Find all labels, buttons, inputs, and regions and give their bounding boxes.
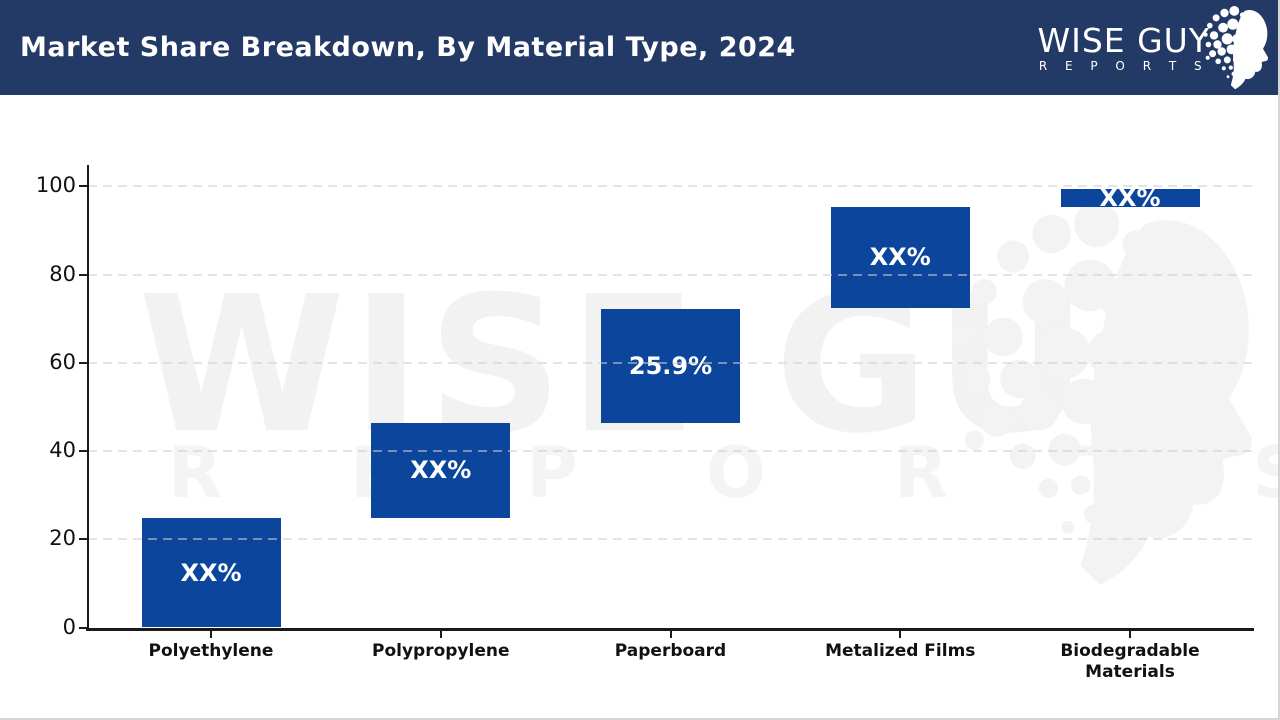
y-tick-40 <box>79 450 88 453</box>
bar-paperboard: 25.9% <box>601 308 740 423</box>
bar-biodegradable-materials: XX% <box>1060 184 1200 212</box>
y-tick-80 <box>79 273 88 276</box>
gridline-y100 <box>88 185 1254 188</box>
y-axis-spine <box>87 165 89 630</box>
logo-subtext: R E P O R T S <box>1038 59 1209 73</box>
bar-polypropylene: XX% <box>371 422 511 519</box>
header-band: Market Share Breakdown, By Material Type… <box>0 0 1278 95</box>
x-axis-spine <box>86 627 1254 631</box>
gridline-y60 <box>88 361 1254 364</box>
x-tick-1 <box>439 629 442 638</box>
y-tick-100 <box>79 185 88 188</box>
bar-value-label: XX% <box>1099 183 1161 212</box>
y-tick-20 <box>79 538 88 541</box>
logo-text: WISE GUY R E P O R T S <box>1037 24 1210 72</box>
bar-value-label: XX% <box>869 243 931 272</box>
x-tick-2 <box>669 629 672 638</box>
y-tick-label-40: 40 <box>49 438 76 463</box>
wiseguy-face-icon <box>1203 6 1269 90</box>
y-tick-label-20: 20 <box>49 526 76 551</box>
page-title: Market Share Breakdown, By Material Type… <box>20 32 796 63</box>
x-tick-3 <box>899 629 902 638</box>
bar-value-label: XX% <box>180 558 242 587</box>
bar-polyethylene: XX% <box>141 518 281 628</box>
x-tick-0 <box>210 629 212 638</box>
bar-value-label: 25.9% <box>628 351 713 380</box>
x-category-label-2: Paperboard <box>614 640 727 661</box>
x-category-label-0: Polyethylene <box>148 640 274 661</box>
y-tick-0 <box>79 626 88 629</box>
y-tick-label-60: 60 <box>49 349 76 374</box>
gridline-y80 <box>88 273 1254 276</box>
x-tick-4 <box>1129 629 1131 638</box>
bar-value-label: XX% <box>410 456 472 485</box>
x-category-label-1: Polypropylene <box>371 640 510 661</box>
y-tick-label-0: 0 <box>62 614 76 639</box>
y-tick-label-100: 100 <box>35 173 76 198</box>
logo-wordmark: WISE GUY <box>1037 21 1210 60</box>
watermark-face-icon <box>955 205 1252 585</box>
bar-metalized-films: XX% <box>830 206 970 309</box>
y-tick-label-80: 80 <box>49 261 76 286</box>
gridline-y40 <box>88 450 1254 453</box>
gridline-y20 <box>88 538 1254 541</box>
y-tick-60 <box>79 361 88 364</box>
x-category-label-4: Biodegradable Materials <box>1060 640 1200 682</box>
x-category-label-3: Metalized Films <box>825 640 976 661</box>
wiseguy-reports-logo: WISE GUY R E P O R T S <box>1037 4 1270 92</box>
